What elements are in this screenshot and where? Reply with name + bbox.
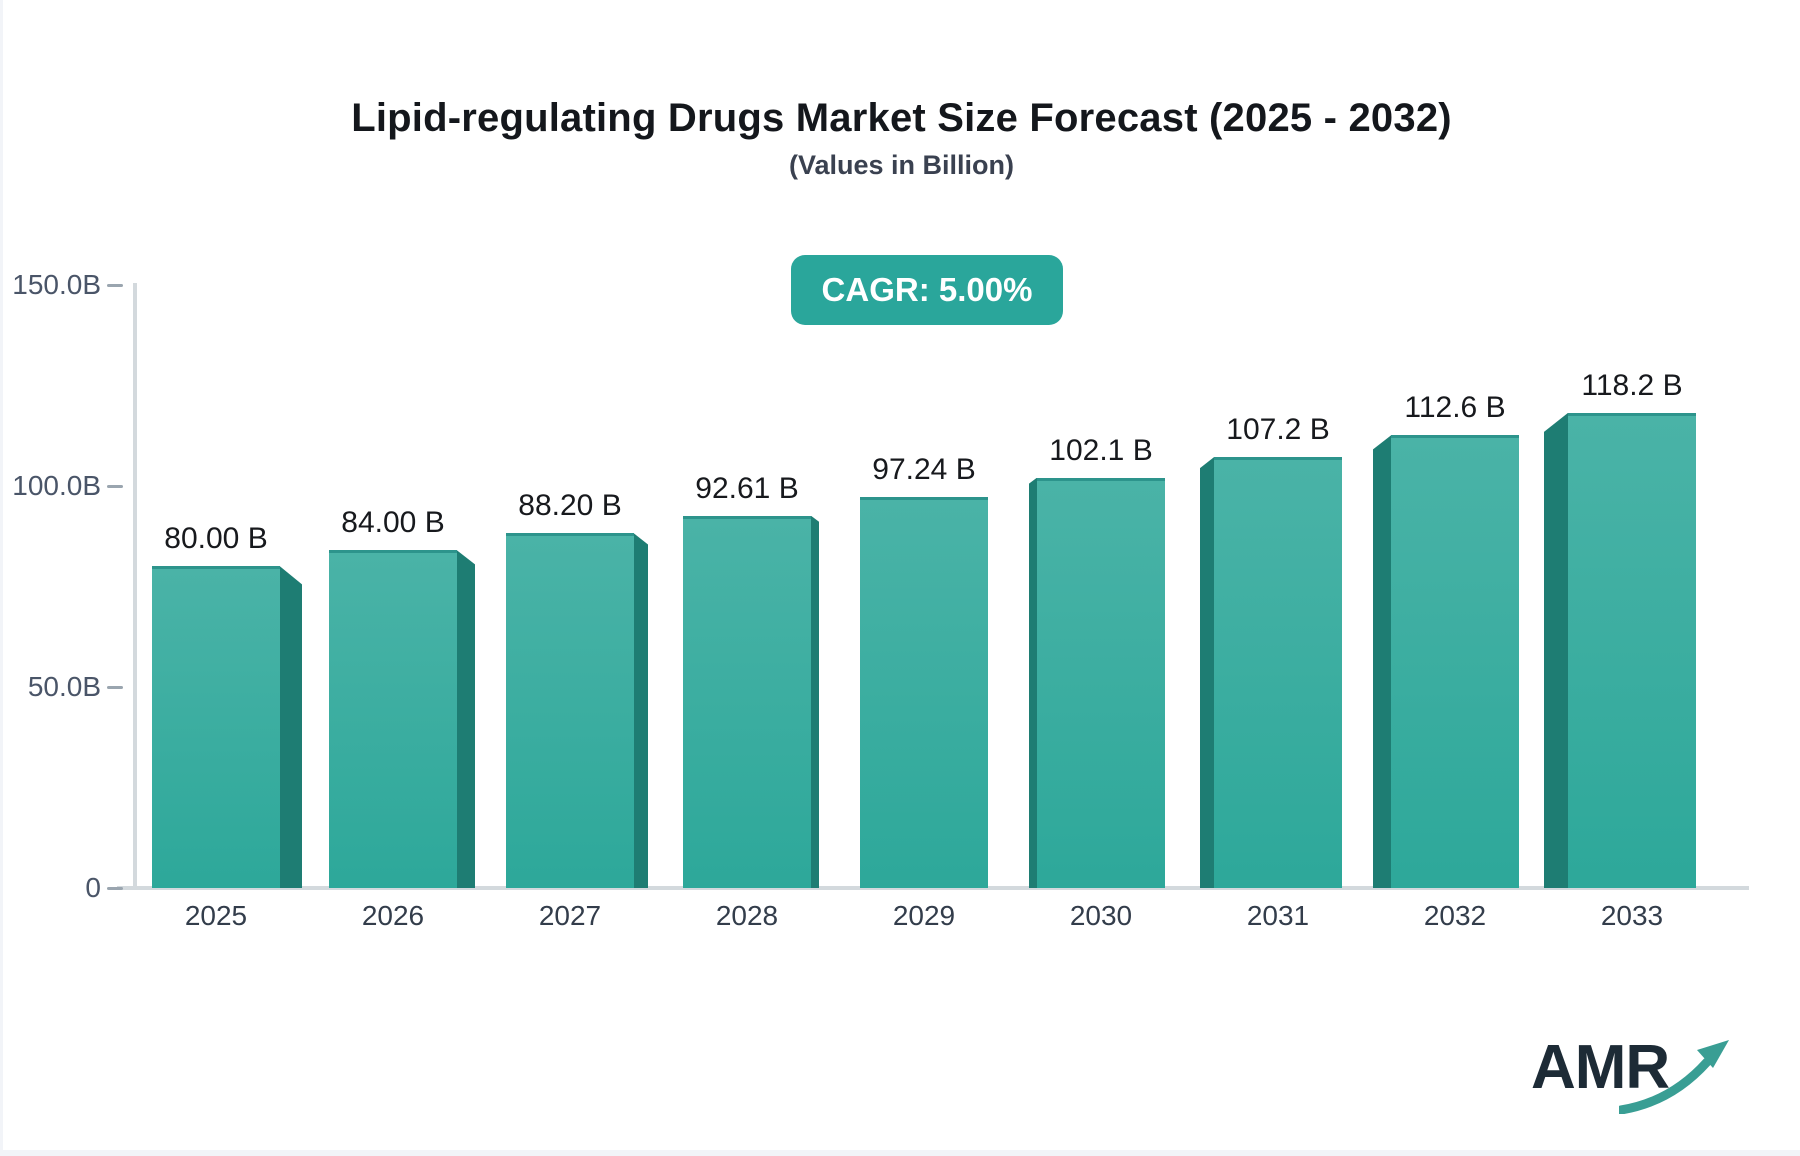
growth-arrow-icon — [1619, 1040, 1729, 1114]
bar-3d-side — [457, 550, 475, 888]
bar-face — [1568, 412, 1696, 888]
bar-value-label: 80.00 B — [164, 522, 268, 556]
bar-face — [860, 497, 988, 888]
bar-value-label: 88.20 B — [518, 489, 622, 523]
chart-title: Lipid-regulating Drugs Market Size Forec… — [351, 96, 1452, 140]
bar-3d-side — [280, 566, 302, 888]
bar-3d-side — [1200, 457, 1214, 888]
y-axis-tick-mark — [107, 284, 123, 287]
bar-value-label: 92.61 B — [695, 471, 799, 505]
bar-3d-side — [811, 515, 819, 888]
bar-face — [683, 515, 811, 888]
x-axis-label-2028: 2028 — [715, 900, 779, 931]
x-axis-label-2030: 2030 — [1069, 900, 1133, 931]
bar-face — [1214, 457, 1342, 888]
x-axis-label-2025: 2025 — [184, 900, 248, 931]
y-axis-tick-mark — [107, 485, 123, 488]
cagr-badge: CAGR: 5.00% — [791, 255, 1063, 325]
x-axis-label-2031: 2031 — [1246, 900, 1310, 931]
bar-3d-side — [1029, 477, 1037, 888]
amr-logo: AMR — [1531, 1032, 1731, 1122]
x-axis-label-2026: 2026 — [361, 900, 425, 931]
bar-value-label: 84.00 B — [341, 506, 445, 540]
bar-3d-side — [1544, 412, 1568, 888]
bar-value-label: 118.2 B — [1581, 368, 1683, 402]
bar-face — [329, 550, 457, 888]
x-axis-label-2033: 2033 — [1600, 900, 1664, 931]
bar-face — [1037, 477, 1165, 888]
y-axis-tick-label: 150.0B — [12, 269, 101, 300]
bar-face — [152, 566, 280, 888]
chart-subtitle: (Values in Billion) — [788, 150, 1015, 180]
y-axis-tick-label: 50.0B — [27, 671, 101, 702]
bar-3d-side — [634, 533, 648, 888]
x-axis-label-2032: 2032 — [1423, 900, 1487, 931]
y-axis-line — [133, 283, 137, 888]
y-axis-tick-mark — [107, 686, 123, 689]
bar-value-label: 97.24 B — [872, 453, 976, 487]
bar-value-label: 102.1 B — [1049, 433, 1153, 467]
bar-3d-side — [1373, 435, 1391, 888]
x-axis-label-2027: 2027 — [538, 900, 602, 931]
y-axis-tick-mark — [107, 887, 123, 890]
bar-chart-plot-area: 150.0B 100.0B 50.0B 0 80.00 B 84.00 B 88.20 B… — [3, 0, 1800, 1156]
bar-face — [1391, 435, 1519, 888]
bar-value-label: 112.6 B — [1404, 391, 1506, 425]
amr-logo-text: AMR — [1531, 1033, 1670, 1102]
x-axis-baseline — [117, 886, 1749, 890]
y-axis-tick-label: 0 — [85, 872, 101, 903]
bar-value-label: 107.2 B — [1226, 413, 1330, 447]
chart-card: Lipid-regulating Drugs Market Size Forec… — [3, 0, 1800, 1150]
x-axis-label-2029: 2029 — [892, 900, 956, 931]
y-axis-tick-label: 100.0B — [12, 470, 101, 501]
bar-face — [506, 533, 634, 888]
